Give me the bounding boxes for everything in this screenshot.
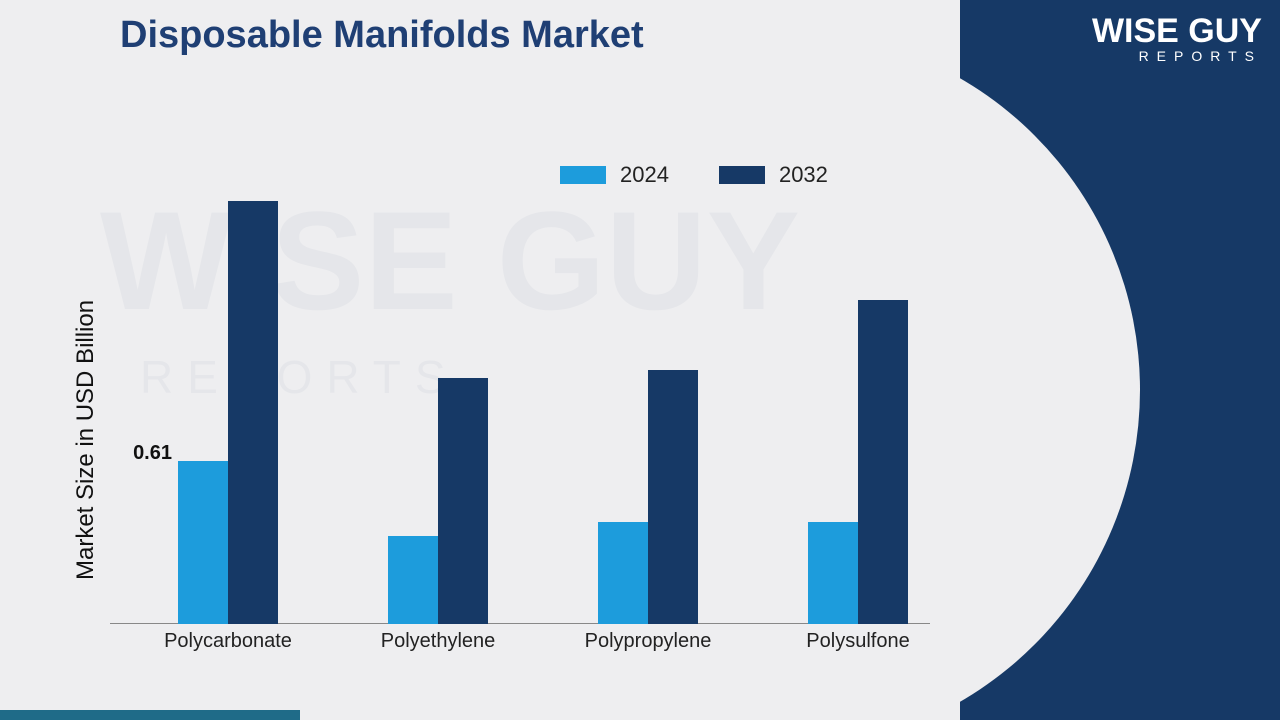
brand-logo-main: WISE GUY (1092, 14, 1262, 48)
bottom-accent-bar (0, 710, 300, 720)
bar-2024-2 (598, 522, 648, 624)
plot-area: PolycarbonatePolyethylenePolypropylenePo… (110, 196, 930, 624)
legend-swatch (719, 166, 765, 184)
bar-value-label: 0.61 (133, 442, 172, 465)
category-label: Polyethylene (368, 630, 508, 653)
bar-2032-1 (438, 378, 488, 624)
y-axis-label: Market Size in USD Billion (72, 300, 100, 580)
brand-logo: WISE GUY REPORTS (1092, 14, 1262, 64)
legend-label: 2024 (620, 162, 669, 188)
category-label: Polycarbonate (158, 630, 298, 653)
bar-2024-3 (808, 522, 858, 624)
chart-title: Disposable Manifolds Market (120, 14, 644, 57)
bar-2032-0 (228, 201, 278, 624)
category-label: Polysulfone (788, 630, 928, 653)
bar-2024-0 (178, 461, 228, 624)
category-label: Polypropylene (578, 630, 718, 653)
legend-label: 2032 (779, 162, 828, 188)
bar-2032-3 (858, 300, 908, 624)
legend-item-2024: 2024 (560, 162, 669, 188)
legend: 2024 2032 (560, 162, 828, 188)
bar-2032-2 (648, 370, 698, 624)
legend-item-2032: 2032 (719, 162, 828, 188)
bar-2024-1 (388, 536, 438, 624)
brand-logo-sub: REPORTS (1092, 48, 1262, 64)
legend-swatch (560, 166, 606, 184)
